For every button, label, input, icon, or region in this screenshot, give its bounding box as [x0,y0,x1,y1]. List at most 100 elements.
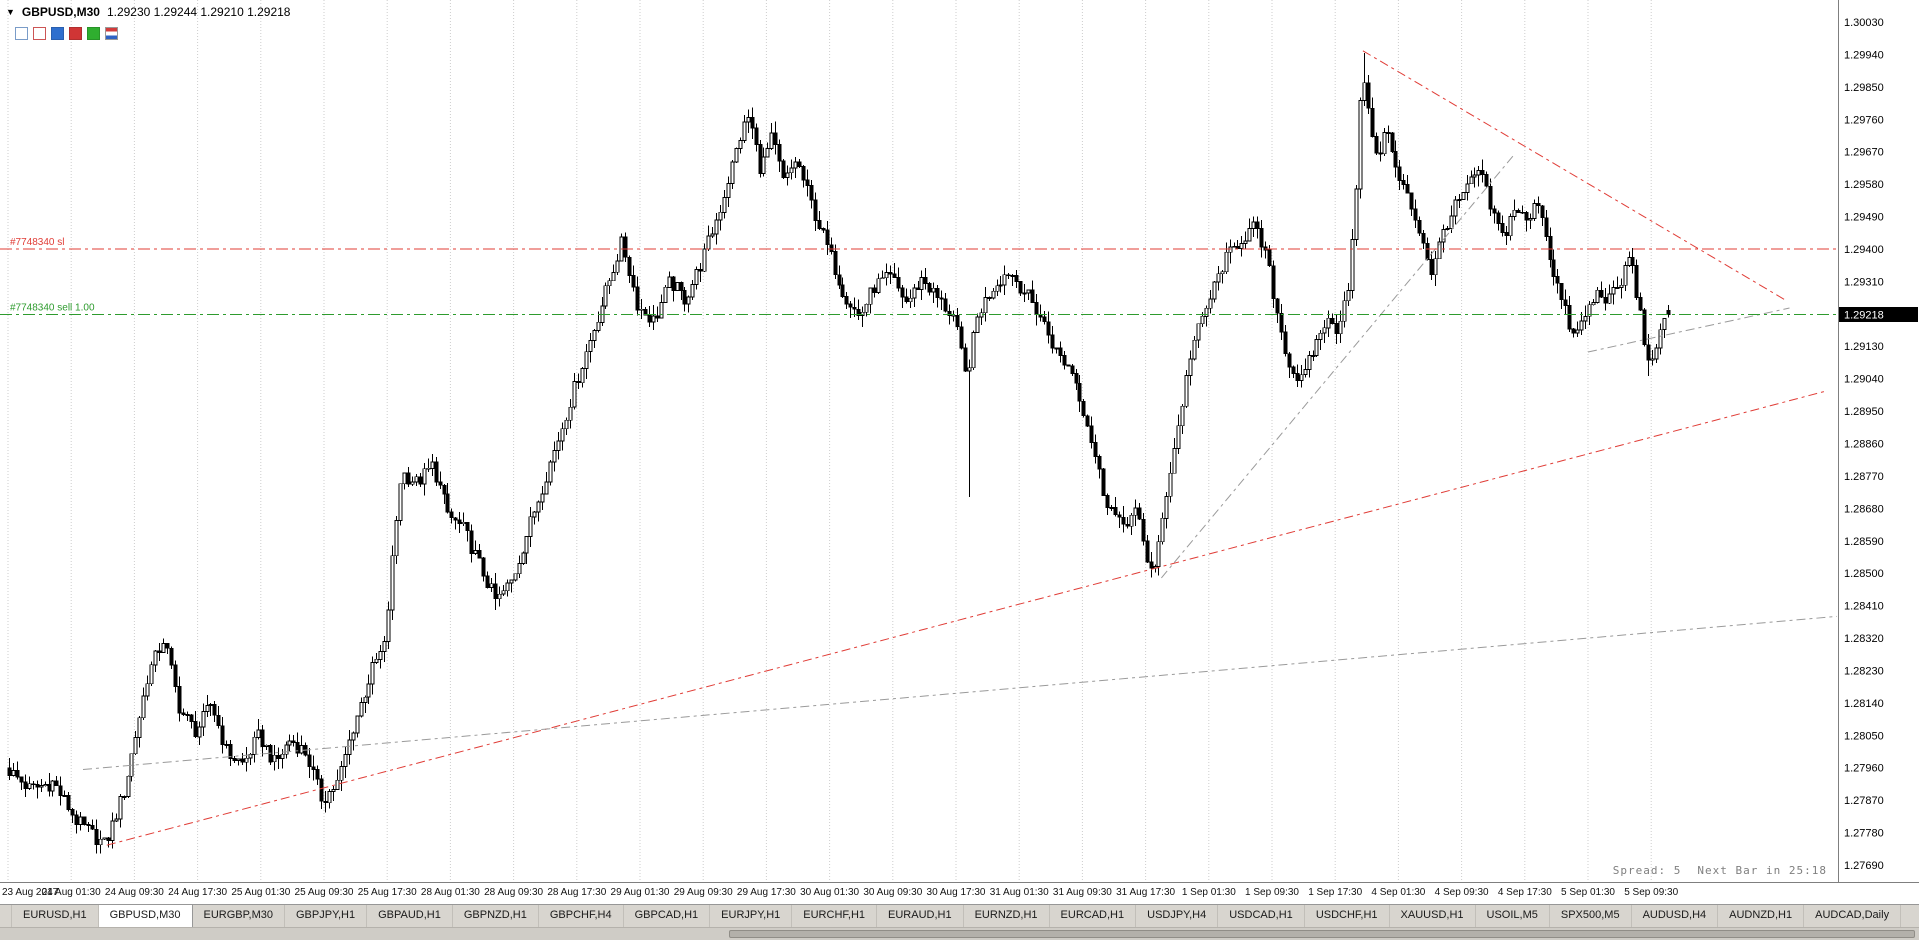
price-label: 1.28320 [1844,633,1884,645]
candle [1354,188,1359,240]
tab-eurnzd-h1[interactable]: EURNZD,H1 [964,905,1050,927]
tab-gbpjpy-h1[interactable]: GBPJPY,H1 [285,905,368,927]
price-chart[interactable]: #7748340 sl #7748340 sell 1.00 1.30030 1.29… [0,0,1919,882]
candle [493,583,498,600]
candle [374,658,379,664]
candle [627,256,632,277]
candle [947,310,952,316]
candle [1461,192,1466,201]
swatch-striped-red-white-blue[interactable] [105,27,118,40]
candle [1287,353,1292,368]
candle [1322,327,1327,334]
time-axis[interactable]: 23 Aug 2017 24 Aug 01:30 24 Aug 09:30 24 Au… [0,882,1919,904]
tab-xauusd-h1[interactable]: XAUUSD,H1 [1390,905,1476,927]
candle [1532,203,1537,219]
candle [1283,331,1288,355]
trendline-gray-minor-short[interactable] [1587,307,1790,353]
swatch-outline-blue[interactable] [15,27,28,40]
candle [726,183,731,198]
trendline-gray-ascending-long[interactable] [82,615,1837,770]
tab-eurusd-h1[interactable]: EURUSD,H1 [12,905,99,927]
tab-eurchf-h1[interactable]: EURCHF,H1 [792,905,878,927]
candle [1085,415,1090,427]
candle [1311,355,1316,358]
scrollbar-thumb[interactable] [729,930,1915,938]
candle [710,233,715,237]
candle [331,788,336,793]
quick-trade-dropdown-icon[interactable]: ▼ [6,7,15,17]
candle [363,696,368,704]
candle [1141,518,1146,542]
swatch-solid-red[interactable] [69,27,82,40]
current-price-tag: 1.29218 [1839,307,1918,322]
candle [1034,301,1039,315]
chart-info-overlay: Spread: 5 Next Bar in 25:18 [1613,864,1827,877]
tab-audnzd-h1[interactable]: AUDNZD,H1 [1718,905,1805,927]
candle [461,521,466,525]
tab-audusd-h4[interactable]: AUDUSD,H4 [1632,905,1719,927]
tab-eurgbp-m30[interactable]: EURGBP,M30 [193,905,285,927]
candle [98,838,103,846]
swatch-outline-red[interactable] [33,27,46,40]
candle [706,235,711,250]
candle [410,481,415,485]
tab-spx500-m5[interactable]: SPX500,M5 [1550,905,1632,927]
candle [31,783,36,786]
candle [588,339,593,353]
candle [1081,400,1086,417]
tab-gbpaud-h1[interactable]: GBPAUD,H1 [367,905,453,927]
tab-usdcad-h1[interactable]: USDCAD,H1 [1218,905,1305,927]
chart-window: #7748340 sl #7748340 sell 1.00 1.30030 1.29… [0,0,1919,882]
swatch-solid-green[interactable] [87,27,100,40]
horizontal-scrollbar[interactable] [0,927,1919,940]
candle [169,647,174,666]
candle [1595,289,1600,303]
tab-gbpcad-h1[interactable]: GBPCAD,H1 [624,905,711,927]
tab-usoil-m5[interactable]: USOIL,M5 [1476,905,1550,927]
candle [1630,256,1635,267]
candle [1611,286,1616,295]
tab-usdjpy-h4[interactable]: USDJPY,H4 [1136,905,1219,927]
candle [86,824,91,827]
candle [904,296,909,303]
candle [548,461,553,483]
candle [1567,305,1572,330]
candle [1413,208,1418,221]
candle [1291,366,1296,374]
candle [1433,258,1438,276]
candle [1374,136,1379,154]
candle [698,269,703,272]
tab-eurjpy-h1[interactable]: EURJPY,H1 [710,905,793,927]
time-label: 5 Sep 09:30 [1624,887,1679,898]
trendline-resistance-red-descending[interactable] [1362,50,1786,301]
tab-usdchf-h1[interactable]: USDCHF,H1 [1305,905,1390,927]
tab-gbpusd-m30[interactable]: GBPUSD,M30 [98,905,193,927]
price-label: 1.27960 [1844,763,1884,775]
candle [1228,246,1233,253]
candle [343,753,348,768]
tab-gbpnzd-h1[interactable]: GBPNZD,H1 [453,905,539,927]
candle [240,758,245,763]
candle [1393,151,1398,168]
price-axis[interactable]: 1.30030 1.29940 1.29850 1.29760 1.29670 1.295… [1844,17,1884,872]
candle [1457,199,1462,202]
time-label: 28 Aug 09:30 [484,887,544,898]
candle [927,283,932,293]
price-label: 1.27690 [1844,860,1884,872]
tab-euraud-h1[interactable]: EURAUD,H1 [877,905,964,927]
candle [1338,320,1343,335]
candle [663,286,668,304]
trendline-gray-ascending-steep[interactable] [1161,155,1514,579]
candle [651,315,656,323]
candle [1066,364,1071,367]
price-label: 1.29760 [1844,114,1884,126]
candle [1472,174,1477,178]
tab-gbpchf-h4[interactable]: GBPCHF,H4 [539,905,624,927]
tab-audcad-daily[interactable]: AUDCAD,Daily [1804,905,1902,927]
tab-eurcad-h1[interactable]: EURCAD,H1 [1050,905,1137,927]
candle [1476,169,1481,176]
swatch-solid-blue[interactable] [51,27,64,40]
candle [1445,228,1450,231]
trendline-support-red-ascending[interactable] [106,390,1826,846]
price-label: 1.28950 [1844,406,1884,418]
